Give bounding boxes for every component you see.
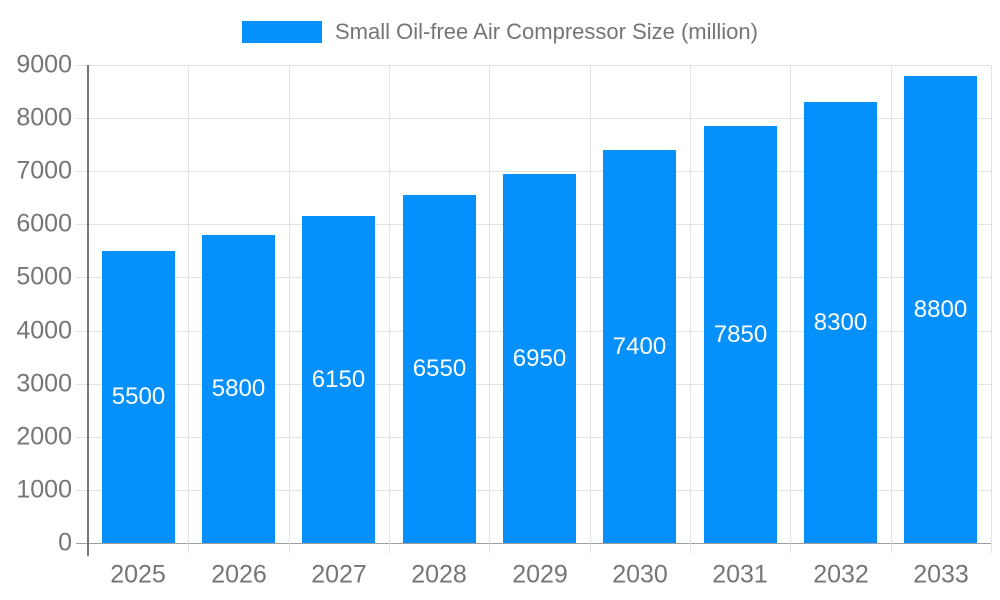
gridline-horizontal: [76, 118, 991, 119]
bar-value-label: 5800: [211, 375, 266, 402]
y-axis-tick-label: 6000: [16, 209, 72, 238]
gridline-vertical: [790, 65, 791, 553]
gridline-vertical: [289, 65, 290, 553]
x-axis-baseline: [76, 543, 991, 544]
x-axis-tick-label: 2028: [411, 560, 467, 589]
x-axis-tick-label: 2030: [612, 560, 668, 589]
y-axis-tick-label: 9000: [16, 50, 72, 79]
gridline-vertical: [891, 65, 892, 553]
bar: 8300: [804, 102, 877, 543]
bar: 6150: [302, 216, 375, 543]
x-axis-tick-label: 2031: [712, 560, 768, 589]
gridline-horizontal: [76, 65, 991, 66]
gridline-vertical: [991, 65, 992, 553]
x-axis-tick-label: 2027: [311, 560, 367, 589]
x-axis-tick-label: 2026: [211, 560, 267, 589]
bar-value-label: 8300: [813, 308, 868, 336]
y-axis-tick-label: 3000: [16, 369, 72, 398]
x-axis-tick-label: 2032: [813, 560, 869, 589]
gridline-vertical: [489, 65, 490, 553]
y-axis-line: [87, 65, 89, 556]
legend-label: Small Oil-free Air Compressor Size (mill…: [335, 19, 758, 44]
gridline-vertical: [188, 65, 189, 553]
y-axis-tick-label: 1000: [16, 475, 72, 504]
bar: 7850: [704, 126, 777, 543]
bar-value-label: 6150: [311, 365, 366, 393]
bar-value-label: 5500: [111, 383, 166, 410]
gridline-vertical: [590, 65, 591, 553]
y-axis-tick-label: 0: [58, 528, 72, 557]
bar: 6950: [503, 174, 576, 543]
y-axis-tick-label: 2000: [16, 422, 72, 451]
x-axis-tick-label: 2029: [512, 560, 568, 589]
bar-value-label: 8800: [913, 295, 968, 323]
legend: Small Oil-free Air Compressor Size (mill…: [0, 19, 1000, 44]
gridline-vertical: [690, 65, 691, 553]
x-axis-tick-label: 2033: [913, 560, 969, 589]
y-axis-tick-label: 4000: [16, 316, 72, 345]
bar: 8800: [904, 76, 977, 543]
bar-value-label: 6950: [512, 344, 567, 372]
y-axis-tick-label: 5000: [16, 262, 72, 291]
y-axis-tick-label: 7000: [16, 156, 72, 185]
legend-swatch: [242, 21, 322, 43]
gridline-vertical: [389, 65, 390, 553]
bar-value-label: 7850: [713, 320, 768, 348]
bar-value-label: 7400: [612, 332, 667, 360]
bar: 5800: [202, 235, 275, 543]
bar: 5500: [102, 251, 175, 543]
x-axis-tick-label: 2025: [110, 560, 166, 589]
gridline-horizontal: [76, 171, 991, 172]
bar-value-label: 6550: [412, 355, 467, 382]
bar: 7400: [603, 150, 676, 543]
y-axis-tick-label: 8000: [16, 103, 72, 132]
bar: 6550: [403, 195, 476, 543]
